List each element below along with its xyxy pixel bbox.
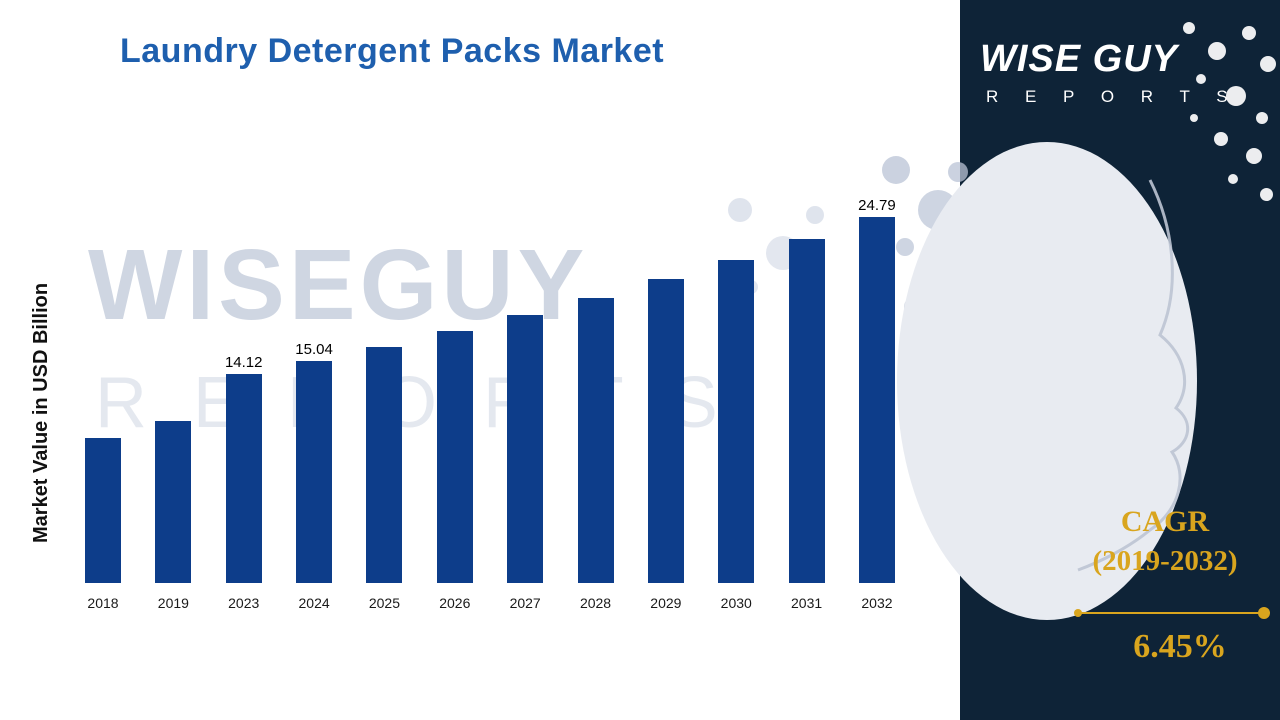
x-axis-tick-label: 2018 <box>87 595 119 611</box>
x-axis-tick-label: 2030 <box>720 595 752 611</box>
bar-value-label: 14.12 <box>224 354 263 371</box>
logo-dot <box>1246 148 1262 164</box>
divider-dot-right-icon <box>1258 607 1270 619</box>
watermark-text-reports: REPORTS <box>95 363 764 443</box>
x-axis-tick-label: 2025 <box>368 595 401 611</box>
bar <box>366 347 403 583</box>
cagr-block: CAGR (2019-2032) <box>1060 505 1270 578</box>
bar-value-label: 24.79 <box>858 197 896 214</box>
bar-column: 2019 <box>154 421 192 611</box>
bar-column: 2031 <box>788 239 826 611</box>
plot-area: 2018 2019 14.12 2023 15.04 2024 2025 2026 2027 20… <box>84 197 896 611</box>
bar <box>788 239 825 583</box>
watermark-dot <box>806 206 824 224</box>
bar <box>718 260 755 583</box>
face-dot <box>882 156 910 184</box>
bar-column: 2027 <box>506 315 544 611</box>
bar-column: 14.12 2023 <box>224 354 263 611</box>
bar <box>507 315 544 583</box>
logo-dot <box>1226 86 1246 106</box>
logo-dot <box>1183 22 1195 34</box>
brand-logo: WISE GUY R E P O R T S <box>980 38 1239 107</box>
bar-column: 2018 <box>84 438 122 611</box>
page-title: Laundry Detergent Packs Market <box>120 32 665 70</box>
x-axis-tick-label: 2032 <box>861 595 893 611</box>
divider-dot-left-icon <box>1074 609 1082 617</box>
logo-dot <box>1242 26 1256 40</box>
bar <box>155 421 192 583</box>
x-axis-tick-label: 2023 <box>228 595 260 611</box>
bar <box>225 374 262 583</box>
bar-column: 2025 <box>365 347 403 611</box>
bar-column: 15.04 2024 <box>295 341 333 611</box>
x-axis-tick-label: 2029 <box>650 595 682 611</box>
bar <box>296 361 333 583</box>
bar <box>858 217 895 583</box>
logo-dot <box>1190 114 1198 122</box>
bar-column: 2026 <box>436 331 474 611</box>
bar <box>577 298 614 583</box>
x-axis-tick-label: 2024 <box>298 595 330 611</box>
cagr-range: (2019-2032) <box>1092 545 1238 577</box>
x-axis-tick-label: 2031 <box>791 595 823 611</box>
x-axis-tick-label: 2019 <box>157 595 189 611</box>
x-axis-tick-label: 2027 <box>509 595 541 611</box>
logo-dot <box>1196 74 1206 84</box>
face-profile-line-icon <box>1077 179 1189 572</box>
bar-column: 2028 <box>577 298 615 611</box>
bar-column: 2030 <box>717 260 755 611</box>
bar <box>436 331 473 583</box>
bar-column: 2029 <box>647 279 685 611</box>
logo-dot <box>1228 174 1238 184</box>
logo-dot <box>1260 56 1276 72</box>
bar <box>647 279 684 583</box>
y-axis-label: Market Value in USD Billion <box>30 282 52 544</box>
bar-column: 24.79 2032 <box>858 197 896 611</box>
logo-dot <box>1208 42 1226 60</box>
face-dot <box>896 238 914 256</box>
cagr-value: 6.45% <box>1133 628 1227 665</box>
watermark-dot <box>728 198 752 222</box>
gold-divider <box>1074 607 1270 619</box>
x-axis-tick-label: 2028 <box>579 595 612 611</box>
face-silhouette <box>897 142 1197 620</box>
face-dot <box>948 162 968 182</box>
brand-subname: R E P O R T S <box>986 87 1239 106</box>
cagr-label: CAGR <box>1120 505 1210 538</box>
x-axis-tick-label: 2026 <box>439 595 471 611</box>
logo-dot <box>1256 112 1268 124</box>
logo-dot <box>1214 132 1228 146</box>
bar <box>85 438 121 583</box>
logo-dot <box>1260 188 1273 201</box>
brand-name: WISE GUY <box>980 38 1179 80</box>
watermark-text-wiseguy: WISEGUY <box>88 229 589 341</box>
bar-value-label: 15.04 <box>295 341 333 358</box>
